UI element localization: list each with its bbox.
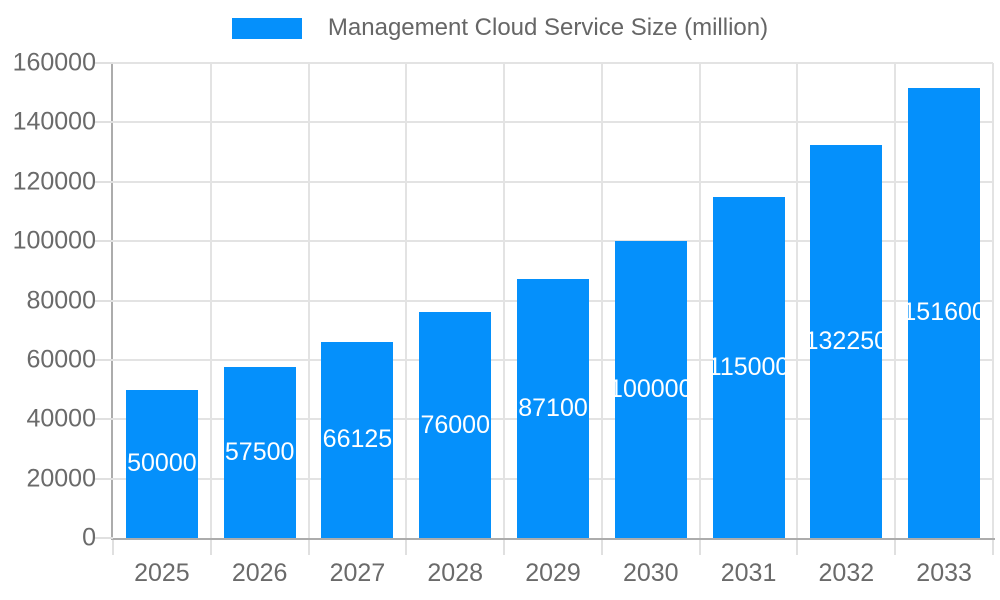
gridline-vertical — [698, 63, 701, 538]
x-axis-tick-label: 2031 — [720, 559, 777, 587]
x-axis-tick — [112, 540, 114, 555]
y-axis-tick-label: 140000 — [12, 107, 96, 136]
y-axis-tick — [95, 299, 113, 302]
y-axis-tick — [95, 240, 113, 243]
gridline-horizontal — [113, 240, 993, 243]
gridline-vertical — [796, 63, 799, 538]
x-axis-tick — [698, 540, 701, 555]
y-axis-tick-label: 120000 — [12, 167, 96, 196]
bar-2030[interactable]: 100000 — [614, 241, 687, 538]
bar-value-label: 132250 — [810, 327, 883, 356]
x-axis-tick-label: 2030 — [622, 559, 679, 587]
gridline-vertical — [600, 63, 603, 538]
y-axis-tick — [95, 477, 113, 480]
y-axis-tick — [95, 180, 113, 183]
bar-2027[interactable]: 66125 — [321, 341, 394, 538]
y-axis-tick-label: 20000 — [26, 464, 96, 493]
gridline-vertical — [405, 63, 408, 538]
x-axis-tick-label: 2026 — [231, 559, 288, 587]
legend-marker-icon — [231, 17, 302, 39]
bar-2025[interactable]: 50000 — [125, 389, 198, 538]
gridline-vertical — [503, 63, 506, 538]
y-axis-tick — [95, 537, 113, 539]
bar-value-label: 87100 — [518, 394, 588, 423]
y-axis-line — [111, 63, 113, 540]
x-axis-tick — [503, 540, 506, 555]
y-axis-tick-label: 40000 — [26, 404, 96, 433]
bar-2032[interactable]: 132250 — [810, 145, 883, 538]
gridline-horizontal — [113, 180, 993, 183]
x-axis-tick — [992, 540, 994, 555]
x-axis-tick — [894, 540, 897, 555]
gridline-vertical — [209, 63, 212, 538]
y-axis-tick-label: 160000 — [12, 48, 96, 77]
bar-2028[interactable]: 76000 — [419, 312, 492, 538]
gridline-vertical — [307, 63, 310, 538]
bar-2033[interactable]: 151600 — [908, 87, 981, 538]
y-axis-tick — [95, 358, 113, 361]
y-axis-tick-label: 80000 — [26, 286, 96, 314]
x-axis-tick-label: 2027 — [329, 559, 386, 587]
bar-value-label: 115000 — [712, 352, 785, 381]
x-axis-tick-label: 2033 — [916, 559, 972, 587]
x-axis-tick — [405, 540, 408, 555]
y-axis-tick-label: 100000 — [12, 226, 96, 255]
bar-value-label: 50000 — [127, 449, 197, 478]
y-axis-tick — [95, 62, 113, 64]
y-axis-tick-label: 60000 — [26, 345, 96, 374]
x-axis-tick — [209, 540, 212, 555]
x-axis-tick-label: 2028 — [427, 559, 484, 587]
legend-label: Management Cloud Service Size (million) — [327, 14, 769, 41]
x-axis-line — [111, 538, 995, 540]
bar-value-label: 151600 — [908, 298, 981, 327]
legend[interactable]: Management Cloud Service Size (million) — [0, 14, 1000, 43]
bar-2029[interactable]: 87100 — [517, 279, 589, 538]
bar-value-label: 66125 — [322, 425, 393, 454]
y-axis-tick — [95, 418, 113, 421]
bar-2026[interactable]: 57500 — [223, 367, 296, 538]
gridline-horizontal — [113, 121, 993, 124]
gridline-vertical — [894, 63, 897, 538]
x-axis-tick — [307, 540, 310, 555]
x-axis-tick-label: 2025 — [134, 559, 190, 587]
bar-2031[interactable]: 115000 — [712, 196, 785, 538]
x-axis-tick — [796, 540, 799, 555]
x-axis-tick — [600, 540, 603, 555]
plot-area: 50000 57500 66125 76000 87100 100000 115000 132… — [113, 62, 994, 538]
bar-value-label: 100000 — [614, 375, 687, 404]
gridline-vertical — [992, 63, 994, 538]
y-axis-tick — [95, 121, 113, 124]
y-axis-tick-label: 0 — [82, 523, 96, 552]
x-axis-tick-label: 2032 — [818, 559, 875, 587]
x-axis-tick-label: 2029 — [525, 559, 581, 587]
gridline-horizontal — [113, 62, 993, 64]
bar-value-label: 57500 — [224, 438, 295, 467]
bar-value-label: 76000 — [420, 410, 490, 439]
